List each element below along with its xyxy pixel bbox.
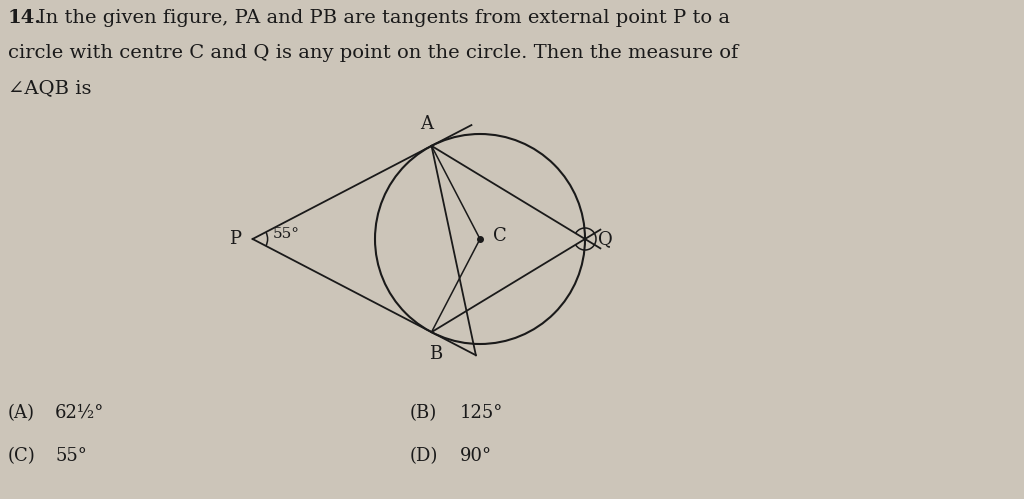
Text: 55°: 55° <box>272 227 300 241</box>
Text: 14.: 14. <box>8 9 42 27</box>
Text: 55°: 55° <box>55 447 87 465</box>
Text: A: A <box>420 115 433 133</box>
Text: 90°: 90° <box>460 447 493 465</box>
Text: Q: Q <box>598 230 612 248</box>
Text: circle with centre C and Q is any point on the circle. Then the measure of: circle with centre C and Q is any point … <box>8 44 738 62</box>
Text: 62½°: 62½° <box>55 404 104 422</box>
Text: (B): (B) <box>410 404 437 422</box>
Text: ∠AQB is: ∠AQB is <box>8 79 91 97</box>
Text: C: C <box>493 227 507 245</box>
Text: B: B <box>429 345 442 363</box>
Text: P: P <box>228 230 241 248</box>
Text: 125°: 125° <box>460 404 504 422</box>
Text: (A): (A) <box>8 404 35 422</box>
Text: (C): (C) <box>8 447 36 465</box>
Text: (D): (D) <box>410 447 438 465</box>
Text: In the given figure, PA and PB are tangents from external point P to a: In the given figure, PA and PB are tange… <box>38 9 730 27</box>
